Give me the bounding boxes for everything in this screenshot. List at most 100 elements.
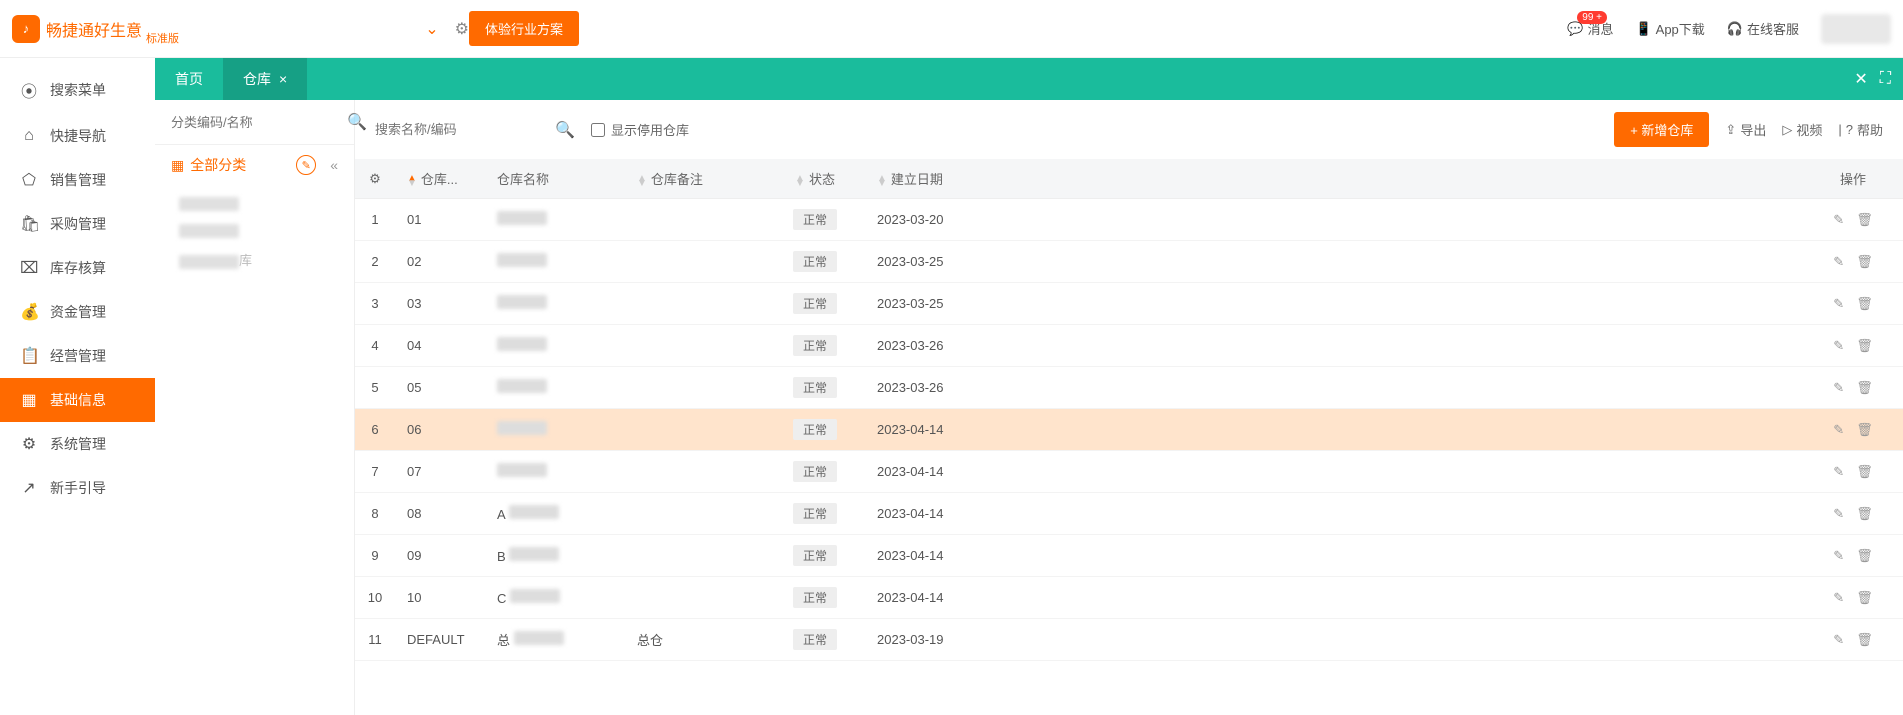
row-index: 8: [355, 493, 395, 535]
sidebar-item[interactable]: 🛍采购管理: [0, 202, 155, 246]
table-row[interactable]: 1 01 正常 2023-03-20 ✎ 🗑: [355, 199, 1903, 241]
category-search-input[interactable]: [171, 115, 347, 130]
cell-remark: [625, 199, 765, 241]
delete-icon[interactable]: 🗑: [1856, 632, 1873, 648]
sidebar-item[interactable]: ▦基础信息: [0, 378, 155, 422]
row-index: 2: [355, 241, 395, 283]
sidebar-item[interactable]: ⬠销售管理: [0, 158, 155, 202]
row-index: 5: [355, 367, 395, 409]
table-row[interactable]: 7 07 正常 2023-04-14 ✎ 🗑: [355, 451, 1903, 493]
close-icon[interactable]: ×: [279, 71, 287, 87]
sidebar-icon: ▦: [20, 390, 38, 410]
table-row[interactable]: 2 02 正常 2023-03-25 ✎ 🗑: [355, 241, 1903, 283]
settings-column[interactable]: ⚙: [355, 159, 395, 199]
delete-icon[interactable]: 🗑: [1856, 548, 1873, 564]
sidebar-item[interactable]: ⌂快捷导航: [0, 114, 155, 158]
export-link[interactable]: ⇪导出: [1725, 120, 1766, 139]
col-remark[interactable]: ▲▼仓库备注: [625, 159, 765, 199]
delete-icon[interactable]: 🗑: [1856, 464, 1873, 480]
sidebar-label: 采购管理: [50, 214, 106, 234]
cell-remark: [625, 241, 765, 283]
delete-icon[interactable]: 🗑: [1856, 380, 1873, 396]
sidebar-item[interactable]: ⦿搜索菜单: [0, 66, 155, 114]
edit-category-icon[interactable]: ✎: [296, 155, 316, 175]
sidebar-item[interactable]: ⚙系统管理: [0, 422, 155, 466]
search-icon[interactable]: 🔍: [555, 120, 575, 140]
table-row[interactable]: 4 04 正常 2023-03-26 ✎ 🗑: [355, 325, 1903, 367]
online-service-link[interactable]: 🎧 在线客服: [1727, 19, 1799, 38]
category-child[interactable]: [155, 217, 354, 245]
table-row[interactable]: 3 03 正常 2023-03-25 ✎ 🗑: [355, 283, 1903, 325]
help-link[interactable]: |?帮助: [1838, 120, 1883, 139]
tab-home[interactable]: 首页: [155, 58, 223, 100]
edit-icon[interactable]: ✎: [1833, 254, 1844, 270]
edit-icon[interactable]: ✎: [1833, 296, 1844, 312]
sidebar-item[interactable]: ⌧库存核算: [0, 246, 155, 290]
delete-icon[interactable]: 🗑: [1856, 254, 1873, 270]
col-created[interactable]: ▲▼建立日期: [865, 159, 1803, 199]
delete-icon[interactable]: 🗑: [1856, 506, 1873, 522]
cell-date: 2023-04-14: [865, 409, 1803, 451]
tab-close-all-icon[interactable]: ✕: [1854, 69, 1867, 89]
edit-icon[interactable]: ✎: [1833, 380, 1844, 396]
app-download-link[interactable]: 📱 App下载: [1635, 19, 1704, 38]
delete-icon[interactable]: 🗑: [1856, 338, 1873, 354]
message-link[interactable]: 💬 消息 99 +: [1567, 19, 1613, 38]
cell-status: 正常: [765, 241, 865, 283]
cell-code: 02: [395, 241, 485, 283]
edit-icon[interactable]: ✎: [1833, 212, 1844, 228]
table-row[interactable]: 6 06 正常 2023-04-14 ✎ 🗑: [355, 409, 1903, 451]
collapse-left-icon[interactable]: «: [330, 157, 338, 173]
cell-date: 2023-04-14: [865, 577, 1803, 619]
delete-icon[interactable]: 🗑: [1856, 212, 1873, 228]
cell-date: 2023-03-20: [865, 199, 1803, 241]
edit-icon[interactable]: ✎: [1833, 338, 1844, 354]
cell-name: C: [485, 577, 625, 619]
edit-icon[interactable]: ✎: [1833, 464, 1844, 480]
experience-button[interactable]: 体验行业方案: [469, 11, 579, 46]
sidebar-label: 经营管理: [50, 346, 106, 366]
table-row[interactable]: 9 09 B 正常 2023-04-14 ✎ 🗑: [355, 535, 1903, 577]
table-search-input[interactable]: [375, 122, 555, 137]
category-child[interactable]: 库: [155, 244, 354, 275]
table-row[interactable]: 8 08 A 正常 2023-04-14 ✎ 🗑: [355, 493, 1903, 535]
cell-name: [485, 199, 625, 241]
table-row[interactable]: 5 05 正常 2023-03-26 ✎ 🗑: [355, 367, 1903, 409]
category-all[interactable]: ▦ 全部分类 ✎ «: [155, 145, 354, 185]
top-header: ♪ 畅捷通好生意 标准版 ⌄ ⚙ 体验行业方案 💬 消息 99 + 📱 App下…: [0, 0, 1903, 58]
row-index: 6: [355, 409, 395, 451]
delete-icon[interactable]: 🗑: [1856, 296, 1873, 312]
col-code[interactable]: ▲▼仓库...: [395, 159, 485, 199]
cell-actions: ✎ 🗑: [1803, 199, 1903, 241]
delete-icon[interactable]: 🗑: [1856, 590, 1873, 606]
edit-icon[interactable]: ✎: [1833, 422, 1844, 438]
cell-status: 正常: [765, 619, 865, 661]
table-row[interactable]: 10 10 C 正常 2023-04-14 ✎ 🗑: [355, 577, 1903, 619]
sidebar-item[interactable]: ↗新手引导: [0, 466, 155, 510]
cell-name: [485, 451, 625, 493]
edit-icon[interactable]: ✎: [1833, 590, 1844, 606]
video-link[interactable]: ▷视频: [1782, 120, 1822, 139]
tab-bar: 首页 仓库 × ✕ ⛶: [155, 58, 1903, 100]
show-disabled-checkbox[interactable]: 显示停用仓库: [591, 120, 689, 139]
edit-icon[interactable]: ✎: [1833, 632, 1844, 648]
edit-icon[interactable]: ✎: [1833, 506, 1844, 522]
category-child[interactable]: [155, 189, 354, 217]
cell-code: 05: [395, 367, 485, 409]
col-name[interactable]: 仓库名称: [485, 159, 625, 199]
delete-icon[interactable]: 🗑: [1856, 422, 1873, 438]
col-status[interactable]: ▲▼状态: [765, 159, 865, 199]
add-warehouse-button[interactable]: + 新增仓库: [1614, 112, 1709, 147]
sidebar-item[interactable]: 💰资金管理: [0, 290, 155, 334]
user-avatar[interactable]: [1821, 14, 1891, 44]
gear-icon[interactable]: ⚙: [455, 19, 469, 39]
fullscreen-icon[interactable]: ⛶: [1880, 70, 1891, 88]
row-index: 10: [355, 577, 395, 619]
tab-warehouse[interactable]: 仓库 ×: [223, 58, 307, 100]
sidebar-item[interactable]: 📋经营管理: [0, 334, 155, 378]
edit-icon[interactable]: ✎: [1833, 548, 1844, 564]
header-org-select[interactable]: ⌄ ⚙: [219, 19, 469, 39]
table-row[interactable]: 11 DEFAULT 总 总仓 正常 2023-03-19 ✎ 🗑: [355, 619, 1903, 661]
play-icon: ▷: [1782, 122, 1792, 138]
header-right: 💬 消息 99 + 📱 App下载 🎧 在线客服: [1567, 14, 1891, 44]
